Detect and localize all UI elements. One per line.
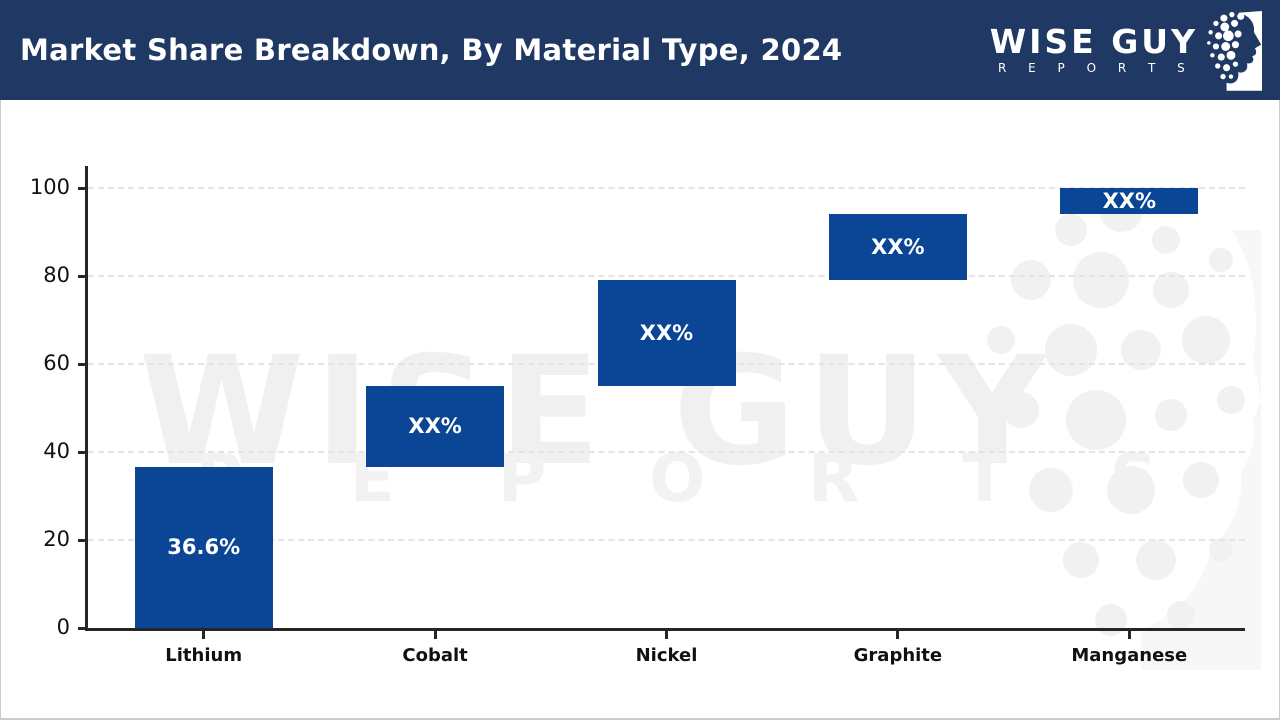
y-tick-label-100: 100	[29, 175, 70, 199]
header: Market Share Breakdown, By Material Type…	[0, 0, 1280, 100]
x-tick-nickel	[665, 631, 668, 639]
x-tick-manganese	[1127, 631, 1131, 639]
gridline-40	[88, 451, 1245, 453]
y-tick-60	[78, 362, 88, 366]
x-label-graphite: Graphite	[853, 645, 943, 666]
watermark-wordmark: WISE GUY	[139, 325, 1057, 499]
logo-wordmark: WISE GUY	[989, 22, 1198, 62]
x-label-manganese: Manganese	[1071, 645, 1188, 666]
page-title: Market Share Breakdown, By Material Type…	[20, 33, 843, 67]
y-axis	[85, 166, 88, 631]
logo-text: WISE GUY R E P O R T S	[990, 25, 1198, 75]
y-tick-0	[78, 626, 88, 630]
logo-face-icon	[1207, 11, 1262, 91]
x-label-lithium: Lithium	[165, 645, 243, 666]
gridline-20	[88, 539, 1245, 541]
wise-guy-logo: WISE GUY R E P O R T S	[990, 8, 1262, 92]
y-tick-label-60: 60	[43, 351, 70, 375]
bar-value-label-graphite: XX%	[871, 235, 925, 260]
x-tick-cobalt	[433, 631, 437, 639]
bar-value-label-lithium: 36.6%	[167, 535, 241, 560]
y-tick-40	[78, 450, 88, 454]
bar-manganese: XX%	[1060, 188, 1199, 215]
y-tick-80	[78, 274, 88, 278]
bar-value-label-nickel: XX%	[639, 321, 694, 346]
x-tick-graphite	[896, 631, 900, 639]
x-label-nickel: Nickel	[635, 645, 698, 666]
x-axis	[85, 628, 1245, 631]
bar-lithium: 36.6%	[134, 466, 273, 628]
y-tick-label-20: 20	[43, 527, 70, 551]
y-tick-label-40: 40	[43, 439, 70, 463]
x-label-cobalt: Cobalt	[402, 645, 468, 666]
bar-nickel: XX%	[597, 280, 736, 386]
y-tick-label-0: 0	[56, 615, 70, 639]
bar-cobalt: XX%	[366, 386, 505, 467]
gridline-100	[88, 187, 1245, 189]
y-tick-label-80: 80	[43, 263, 70, 287]
y-tick-100	[78, 186, 88, 190]
bar-value-label-manganese: XX%	[1102, 189, 1157, 214]
x-tick-lithium	[202, 631, 206, 639]
y-tick-20	[78, 538, 88, 542]
bar-graphite: XX%	[828, 214, 967, 281]
bar-value-label-cobalt: XX%	[408, 414, 462, 439]
gridline-80	[88, 275, 1245, 277]
logo-subtitle: R E P O R T S	[997, 60, 1194, 75]
